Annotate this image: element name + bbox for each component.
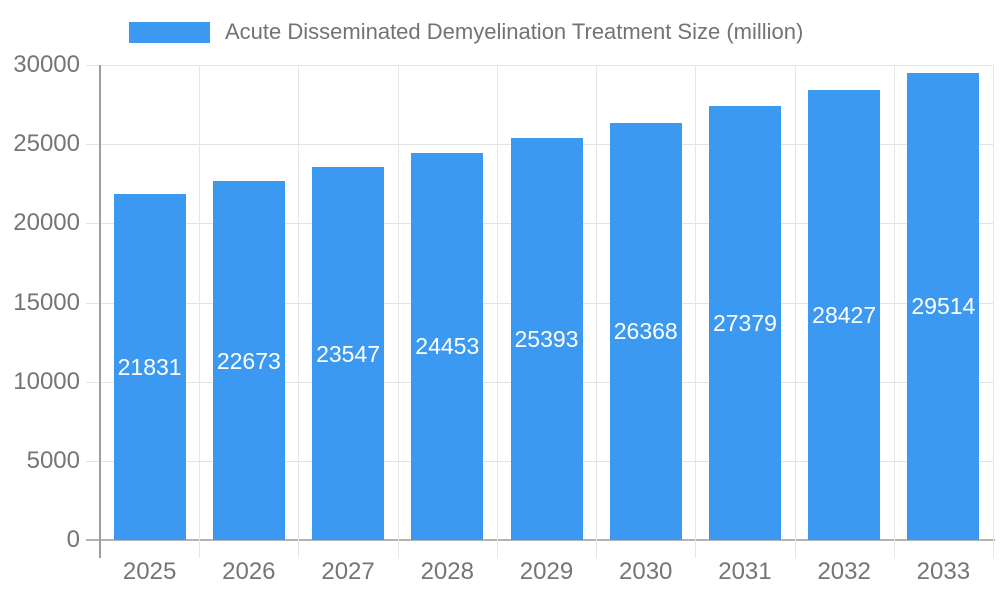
legend-swatch: [129, 21, 210, 43]
gridline-vertical: [199, 65, 201, 558]
legend[interactable]: Acute Disseminated Demyelination Treatme…: [129, 17, 803, 47]
bar-2025[interactable]: [113, 194, 186, 540]
bar-value-label: 22673: [216, 347, 281, 374]
y-axis-tick-label: 0: [66, 526, 80, 553]
y-axis-tick-label: 10000: [13, 367, 80, 395]
bar-2028[interactable]: [411, 152, 484, 540]
bar-value-label: 28427: [812, 301, 877, 328]
gridline-vertical: [596, 65, 598, 558]
bar-value-label: 29514: [911, 293, 976, 320]
x-axis-line: [86, 539, 995, 541]
bar-2027[interactable]: [312, 167, 385, 540]
x-axis-tick-label: 2031: [718, 558, 772, 585]
gridline-vertical: [397, 65, 399, 558]
gridline-vertical: [893, 65, 895, 558]
gridline-vertical: [298, 65, 300, 558]
y-axis-tick-label: 15000: [13, 288, 80, 316]
bar-value-label: 24453: [415, 333, 480, 360]
bar-2029[interactable]: [510, 137, 583, 540]
gridline-vertical: [993, 65, 994, 558]
gridline-vertical: [496, 65, 498, 558]
y-axis-tick-label: 20000: [13, 209, 80, 237]
bar-value-label: 26368: [613, 318, 678, 345]
x-axis-tick-label: 2025: [122, 558, 177, 585]
y-axis-tick-label: 25000: [13, 130, 80, 158]
x-axis-tick-label: 2027: [321, 558, 375, 585]
x-axis-tick-label: 2033: [916, 558, 971, 585]
gridline-vertical: [794, 65, 796, 558]
y-axis-tick-label: 5000: [26, 446, 80, 474]
bar-value-label: 23547: [316, 340, 381, 367]
gridline-horizontal: [86, 65, 993, 66]
bar-2032[interactable]: [808, 89, 881, 540]
gridline-vertical: [695, 65, 697, 558]
x-axis-tick-label: 2026: [222, 558, 276, 585]
y-axis-line: [99, 65, 101, 558]
x-axis-tick-label: 2029: [519, 558, 574, 585]
bar-2026[interactable]: [212, 181, 285, 540]
x-axis-tick-label: 2030: [619, 558, 673, 585]
bar-2033[interactable]: [907, 72, 980, 540]
bar-2030[interactable]: [609, 122, 682, 540]
bar-value-label: 21831: [117, 354, 182, 381]
bar-value-label: 25393: [514, 325, 579, 352]
x-axis-tick-label: 2028: [420, 558, 474, 585]
bar-2031[interactable]: [708, 106, 781, 540]
bar-value-label: 27379: [712, 310, 777, 337]
y-axis-tick-label: 30000: [13, 51, 80, 78]
x-axis-tick-label: 2032: [817, 558, 871, 585]
legend-label: Acute Disseminated Demyelination Treatme…: [225, 19, 804, 44]
